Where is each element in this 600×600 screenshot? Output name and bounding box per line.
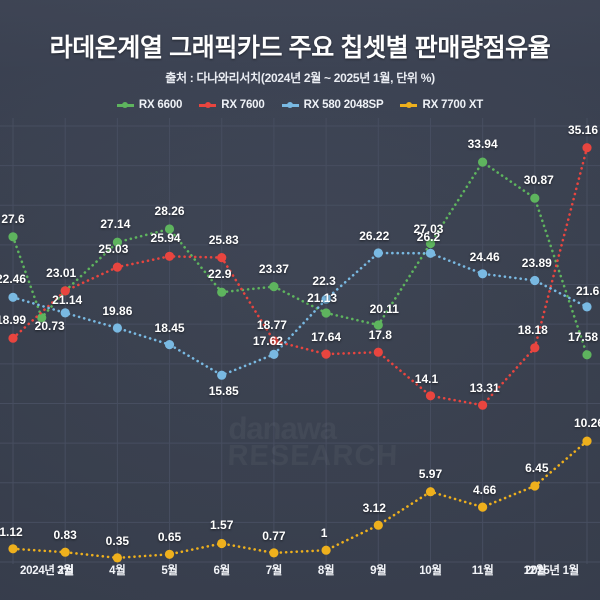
data-point[interactable] <box>8 544 18 554</box>
x-axis-label-10: 12월 <box>523 565 547 577</box>
x-axis-label-3: 5월 <box>161 565 178 577</box>
x-axis-label-8: 10월 <box>419 565 442 577</box>
series-line <box>11 439 589 560</box>
legend-dot-icon <box>405 102 412 108</box>
data-point[interactable] <box>425 391 436 401</box>
x-axis-label-4: 6월 <box>213 565 231 577</box>
data-point[interactable] <box>8 292 18 302</box>
data-point[interactable] <box>164 251 175 261</box>
x-axis-label-11: 2025년 1월 <box>525 565 579 577</box>
data-point[interactable] <box>112 262 122 272</box>
data-point[interactable] <box>112 237 122 247</box>
data-point[interactable] <box>582 350 592 360</box>
legend-label: RX 7600 <box>221 99 265 111</box>
data-point[interactable] <box>217 287 227 297</box>
chart-subtitle: 출처 : 다나와리서치(2024년 2월 ~ 2025년 1월, 단위 %) <box>165 71 435 85</box>
series-rx-7600 <box>8 143 592 410</box>
data-point[interactable] <box>321 294 331 304</box>
series-rx-7700-xt <box>8 436 592 563</box>
chart-canvas <box>0 118 600 564</box>
data-point[interactable] <box>269 282 279 292</box>
data-point[interactable] <box>8 333 18 343</box>
data-point[interactable] <box>37 313 47 323</box>
legend-label: RX 7700 XT <box>422 99 484 111</box>
data-point[interactable] <box>217 538 227 549</box>
data-point[interactable] <box>8 232 18 242</box>
legend-marker-icon <box>281 102 299 108</box>
data-point[interactable] <box>582 436 592 446</box>
data-point[interactable] <box>60 308 70 318</box>
data-point[interactable] <box>60 547 70 557</box>
data-point[interactable] <box>425 487 436 497</box>
legend-label: RX 580 2048SP <box>303 99 384 111</box>
series-rx-6600 <box>8 157 592 360</box>
data-point[interactable] <box>321 349 331 359</box>
legend-dot-icon <box>287 102 294 108</box>
plot-area: danawa RESEARCH 27.620.7327.1428.2622.92… <box>0 118 600 600</box>
page-title: 라데온계열 그래픽카드 주요 칩셋별 판매량점유율 <box>49 34 551 62</box>
x-axis-label-7: 9월 <box>370 565 387 577</box>
data-point[interactable] <box>582 143 592 153</box>
chart-legend: RX 6600 RX 7600 RX 580 2048SP RX 7700 XT <box>0 99 600 111</box>
data-point[interactable] <box>530 481 540 491</box>
data-point[interactable] <box>530 193 540 203</box>
gridlines <box>0 118 600 564</box>
data-point[interactable] <box>112 323 122 333</box>
data-point[interactable] <box>478 269 488 279</box>
x-axis-label-6: 8월 <box>317 565 335 577</box>
data-point[interactable] <box>269 349 279 359</box>
data-point[interactable] <box>269 336 279 346</box>
data-point[interactable] <box>425 248 436 258</box>
x-axis-label-9: 11월 <box>471 565 494 577</box>
x-axis-label-1: 3월 <box>56 565 74 577</box>
data-point[interactable] <box>321 545 331 555</box>
legend-marker-icon <box>199 102 217 108</box>
legend-item-1[interactable]: RX 7600 <box>199 99 265 111</box>
x-axis-label-2: 4월 <box>109 565 126 577</box>
x-axis-label-5: 7월 <box>265 565 283 577</box>
legend-dot-icon <box>204 102 211 108</box>
data-point[interactable] <box>373 520 383 530</box>
data-point[interactable] <box>530 275 540 286</box>
legend-dot-icon <box>122 102 129 108</box>
legend-marker-icon <box>116 102 134 108</box>
data-point[interactable] <box>321 308 331 318</box>
legend-item-2[interactable]: RX 580 2048SP <box>281 99 384 111</box>
data-point[interactable] <box>373 320 383 330</box>
data-point[interactable] <box>478 157 488 167</box>
data-point[interactable] <box>425 238 436 249</box>
data-point[interactable] <box>164 340 175 350</box>
data-point[interactable] <box>60 286 70 296</box>
x-axis-label-0: 2024년 2월 <box>20 565 74 577</box>
data-point[interactable] <box>112 553 122 563</box>
data-point[interactable] <box>217 370 227 380</box>
data-point[interactable] <box>478 502 488 512</box>
series-rx-580-2048sp <box>8 248 592 380</box>
series-line <box>11 146 589 407</box>
legend-marker-icon <box>400 102 418 108</box>
data-point[interactable] <box>164 549 175 559</box>
legend-item-0[interactable]: RX 6600 <box>116 99 183 111</box>
data-point[interactable] <box>217 253 227 263</box>
data-point[interactable] <box>164 224 175 234</box>
data-point[interactable] <box>582 302 592 312</box>
data-point[interactable] <box>478 400 488 410</box>
legend-item-3[interactable]: RX 7700 XT <box>400 99 483 111</box>
series-line <box>11 251 589 377</box>
data-point[interactable] <box>530 343 540 353</box>
data-point[interactable] <box>269 548 279 558</box>
data-point[interactable] <box>373 248 383 258</box>
legend-label: RX 6600 <box>138 99 183 111</box>
data-point[interactable] <box>373 347 383 357</box>
